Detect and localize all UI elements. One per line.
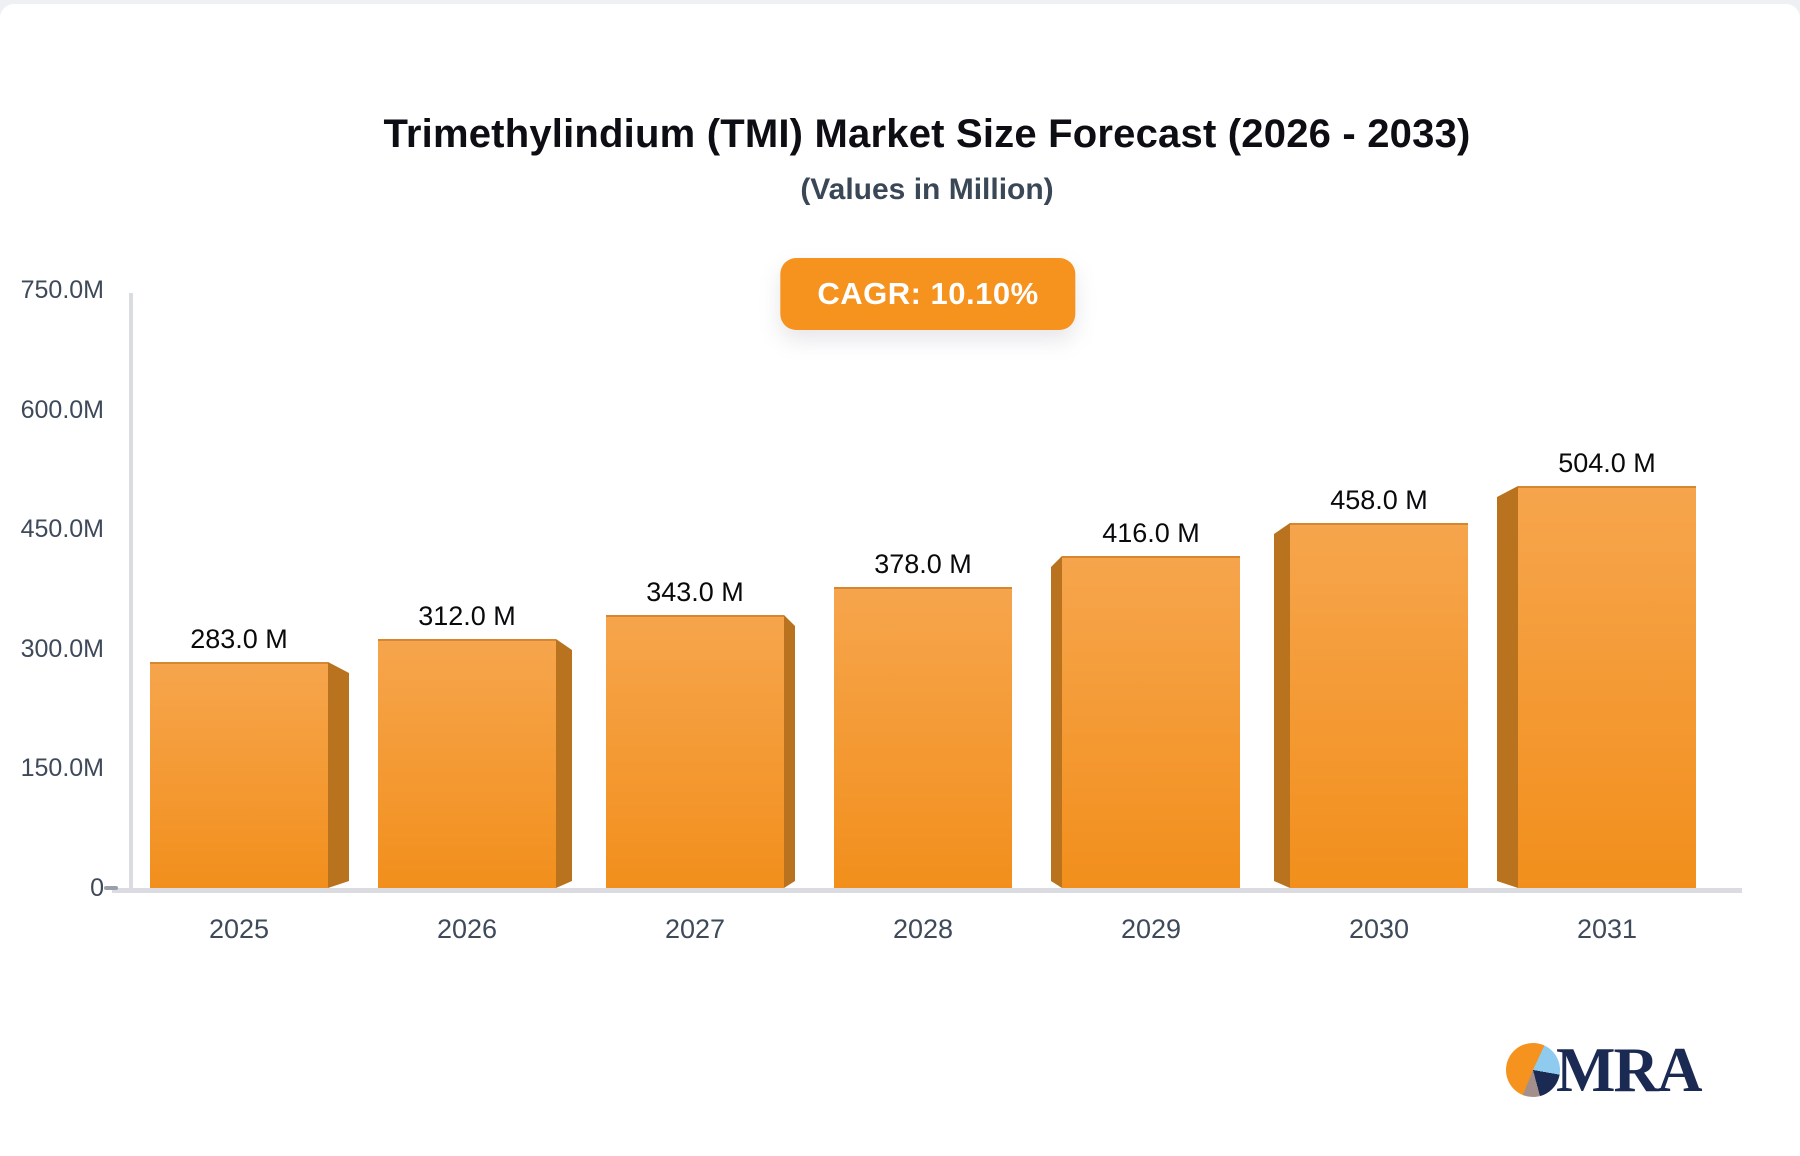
bar-3d-side — [556, 639, 572, 888]
y-axis-line — [129, 293, 133, 892]
x-axis-line — [112, 888, 1742, 893]
bar-value-label: 378.0 M — [874, 549, 972, 579]
cagr-badge: CAGR: 10.10% — [780, 258, 1076, 330]
chart-subtitle: (Values in Million) — [800, 173, 1054, 206]
y-axis-label: 0 — [90, 874, 104, 902]
bar-value-label: 283.0 M — [190, 624, 288, 654]
x-axis-label-2025: 2025 — [208, 914, 270, 944]
brand-logo: MRA — [1506, 1035, 1702, 1105]
bar-3d-side — [784, 615, 795, 888]
bar-value-label: 458.0 M — [1330, 485, 1428, 515]
zero-tick-mark — [104, 886, 118, 890]
x-axis-label-2027: 2027 — [664, 914, 726, 944]
bar-2028[interactable] — [834, 587, 1012, 888]
bar-3d-side — [328, 662, 349, 888]
bar-face — [1062, 556, 1240, 888]
bar-2031[interactable] — [1497, 486, 1696, 888]
bar-face — [834, 587, 1012, 888]
bar-value-label: 312.0 M — [418, 601, 516, 631]
bar-value-label: 504.0 M — [1558, 448, 1656, 478]
bar-face — [378, 639, 556, 888]
bar-chart-plot: 750.0M 600.0M 450.0M 300.0M 150.0M 0 283.0 M 3… — [0, 4, 1800, 1156]
bar-2027[interactable] — [606, 615, 795, 888]
y-axis-label: 450.0M — [20, 515, 104, 544]
bar-2026[interactable] — [378, 639, 572, 888]
y-axis-label: 600.0M — [20, 395, 104, 424]
bar-2025[interactable] — [150, 662, 349, 888]
bar-face — [1290, 523, 1468, 888]
bar-value-label: 416.0 M — [1102, 518, 1200, 548]
y-axis-label: 150.0M — [20, 754, 104, 783]
y-axis-label: 750.0M — [20, 276, 104, 305]
page-top-edge — [0, 0, 1800, 4]
x-axis-label-2026: 2026 — [436, 914, 498, 944]
bar-3d-side — [1274, 523, 1290, 888]
bar-face — [606, 615, 784, 888]
x-axis-label-2031: 2031 — [1576, 914, 1638, 944]
x-axis-label-2030: 2030 — [1348, 914, 1410, 944]
chart-title: Trimethylindium (TMI) Market Size Foreca… — [383, 112, 1471, 156]
chart-card: Trimethylindium (TMI) Market Size Foreca… — [0, 4, 1800, 1156]
bar-3d-side — [1497, 486, 1518, 888]
bar-2029[interactable] — [1051, 556, 1240, 888]
bar-face — [1518, 486, 1696, 888]
bar-2030[interactable] — [1274, 523, 1468, 888]
bar-value-label: 343.0 M — [646, 577, 744, 607]
x-axis-label-2029: 2029 — [1120, 914, 1182, 944]
pie-chart-logo-icon — [1506, 1043, 1560, 1097]
bar-3d-side — [1051, 556, 1062, 888]
bar-face — [150, 662, 328, 888]
x-axis-label-2028: 2028 — [892, 914, 954, 944]
brand-logo-text: MRA — [1556, 1035, 1702, 1105]
y-axis-label: 300.0M — [20, 634, 104, 663]
